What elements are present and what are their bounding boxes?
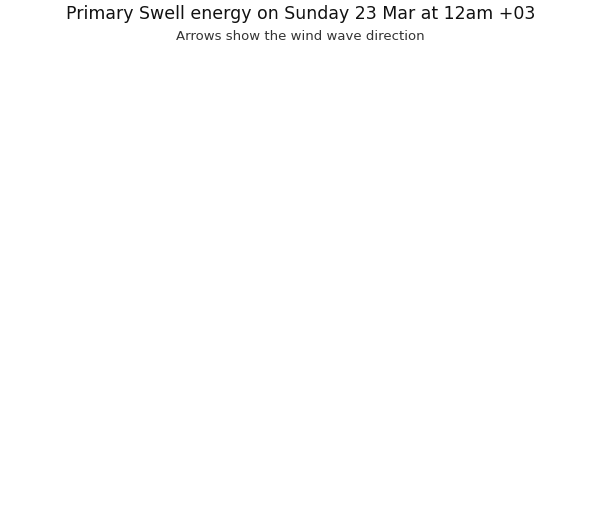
Text: Cartopy not available: Cartopy not available (212, 270, 389, 288)
Text: Primary Swell energy on Sunday 23 Mar at 12am +03: Primary Swell energy on Sunday 23 Mar at… (66, 5, 535, 23)
Text: Arrows show the wind wave direction: Arrows show the wind wave direction (176, 30, 425, 43)
